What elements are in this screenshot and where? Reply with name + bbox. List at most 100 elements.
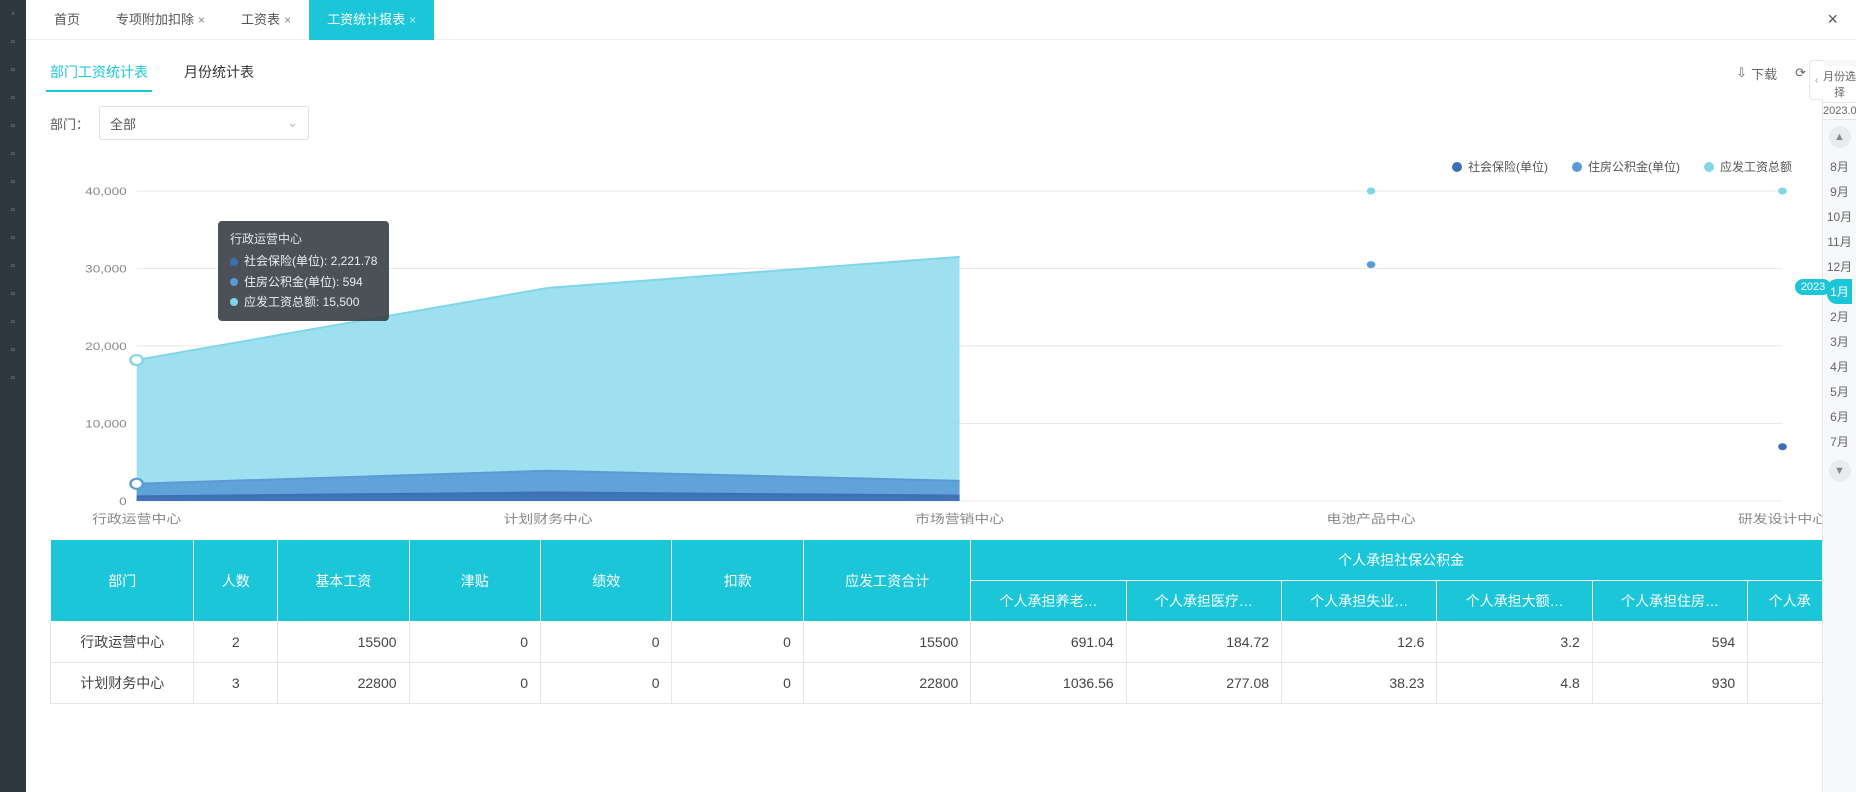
svg-text:市场营销中心: 市场营销中心	[915, 511, 1005, 525]
th-base: 基本工资	[278, 540, 409, 622]
nav-icon[interactable]: ▫	[0, 140, 26, 168]
tab-special-deduction[interactable]: 专项附加扣除×	[98, 0, 223, 40]
nav-icon[interactable]: ▫	[0, 28, 26, 56]
nav-icon[interactable]: ▫	[0, 280, 26, 308]
month-option[interactable]: 7月	[1827, 429, 1852, 454]
salary-table: 部门 人数 基本工资 津贴 绩效 扣款 应发工资合计 个人承担社保公积金 个人承…	[50, 539, 1832, 704]
month-option[interactable]: 11月	[1827, 229, 1852, 254]
table-cell: 22800	[278, 663, 409, 704]
tab-label: 工资统计报表	[327, 0, 405, 40]
month-option[interactable]: 12月	[1827, 254, 1852, 279]
scroll-up-icon[interactable]: ▲	[1829, 126, 1851, 148]
tab-label: 专项附加扣除	[116, 0, 194, 40]
tab-label: 首页	[54, 0, 80, 40]
th-group-personal: 个人承担社保公积金	[971, 540, 1832, 581]
month-option[interactable]: 2月	[1827, 304, 1852, 329]
rail-title: 月份选择	[1823, 66, 1856, 103]
nav-icon[interactable]: ▫	[0, 336, 26, 364]
th-allowance: 津贴	[409, 540, 540, 622]
th-medical: 个人承担医疗…	[1126, 581, 1281, 622]
table-cell: 0	[672, 663, 803, 704]
legend-item-housing-fund[interactable]: 住房公积金(单位)	[1572, 158, 1680, 175]
nav-icon[interactable]: ▫	[0, 308, 26, 336]
nav-icon[interactable]: ▫	[0, 364, 26, 392]
table-cell: 计划财务中心	[51, 663, 194, 704]
table-row[interactable]: 行政运营中心21550000015500691.04184.7212.63.25…	[51, 622, 1832, 663]
table-cell	[1748, 663, 1832, 704]
close-icon[interactable]: ×	[284, 0, 291, 40]
th-dept: 部门	[51, 540, 194, 622]
table-cell: 594	[1592, 622, 1747, 663]
department-filter-label: 部门：	[50, 114, 89, 133]
month-option[interactable]: 5月	[1827, 379, 1852, 404]
month-selector-rail: ‹ 月份选择 2023.0 ▲ 8月9月10月11月12月1月20232月3月4…	[1822, 60, 1856, 792]
chart-legend: 社会保险(单位) 住房公积金(单位) 应发工资总额	[50, 154, 1832, 181]
subtab-month[interactable]: 月份统计表	[180, 54, 258, 92]
table-cell: 3	[194, 663, 278, 704]
table-cell: 930	[1592, 663, 1747, 704]
legend-label: 社会保险(单位)	[1468, 158, 1548, 175]
svg-text:30,000: 30,000	[85, 263, 127, 275]
expand-rail-icon[interactable]: ‹	[1809, 60, 1823, 100]
download-button[interactable]: ⇩下载	[1736, 64, 1777, 83]
table-cell: 1036.56	[971, 663, 1126, 704]
department-select[interactable]: 全部 ⌄	[99, 106, 309, 140]
nav-icon[interactable]: ◦	[0, 0, 26, 28]
table-cell: 2	[194, 622, 278, 663]
page-tabbar: 首页 专项附加扣除× 工资表× 工资统计报表× ×	[26, 0, 1856, 40]
legend-label: 应发工资总额	[1720, 158, 1792, 175]
month-option[interactable]: 1月2023	[1827, 279, 1852, 304]
table-cell: 0	[672, 622, 803, 663]
tab-salary-report[interactable]: 工资统计报表×	[309, 0, 434, 40]
left-nav-rail: ◦ ▫ ▫ ▫ ▫ ▫ ▫ ▫ ▫ ▫ ▫ ▫ ▫ ▫	[0, 0, 26, 792]
svg-text:计划财务中心: 计划财务中心	[504, 512, 594, 525]
nav-icon[interactable]: ▫	[0, 112, 26, 140]
salary-table-wrap: 部门 人数 基本工资 津贴 绩效 扣款 应发工资合计 个人承担社保公积金 个人承…	[26, 539, 1856, 704]
table-row[interactable]: 计划财务中心322800000228001036.56277.0838.234.…	[51, 663, 1832, 704]
legend-dot	[1704, 162, 1714, 172]
th-count: 人数	[194, 540, 278, 622]
table-cell: 4.8	[1437, 663, 1592, 704]
download-label: 下载	[1751, 64, 1777, 83]
table-cell: 184.72	[1126, 622, 1281, 663]
window-close-icon[interactable]: ×	[1819, 9, 1846, 30]
year-badge: 2023	[1795, 279, 1831, 295]
table-cell: 0	[409, 622, 540, 663]
nav-icon[interactable]: ▫	[0, 168, 26, 196]
th-perf: 绩效	[541, 540, 672, 622]
nav-icon[interactable]: ▫	[0, 224, 26, 252]
nav-icon[interactable]: ▫	[0, 84, 26, 112]
legend-dot	[1452, 162, 1462, 172]
month-option[interactable]: 4月	[1827, 354, 1852, 379]
nav-icon[interactable]: ▫	[0, 196, 26, 224]
th-more: 个人承	[1748, 581, 1832, 622]
table-cell	[1748, 622, 1832, 663]
table-cell: 38.23	[1282, 663, 1437, 704]
chevron-down-icon: ⌄	[287, 115, 298, 131]
month-option[interactable]: 8月	[1827, 154, 1852, 179]
table-cell: 691.04	[971, 622, 1126, 663]
close-icon[interactable]: ×	[409, 0, 416, 40]
month-option[interactable]: 3月	[1827, 329, 1852, 354]
filter-bar: 部门： 全部 ⌄	[26, 92, 1856, 154]
legend-item-social-insurance[interactable]: 社会保险(单位)	[1452, 158, 1548, 175]
scroll-down-icon[interactable]: ▼	[1829, 460, 1851, 482]
subtab-department[interactable]: 部门工资统计表	[46, 54, 152, 92]
th-pension: 个人承担养老…	[971, 581, 1126, 622]
tab-label: 工资表	[241, 0, 280, 40]
tab-salary-sheet[interactable]: 工资表×	[223, 0, 309, 40]
svg-text:10,000: 10,000	[85, 418, 127, 430]
month-option[interactable]: 9月	[1827, 179, 1852, 204]
table-cell: 12.6	[1282, 622, 1437, 663]
legend-item-gross-salary[interactable]: 应发工资总额	[1704, 158, 1792, 175]
month-option[interactable]: 6月	[1827, 404, 1852, 429]
nav-icon[interactable]: ▫	[0, 252, 26, 280]
close-icon[interactable]: ×	[198, 0, 205, 40]
tab-home[interactable]: 首页	[36, 0, 98, 40]
svg-text:20,000: 20,000	[85, 340, 127, 352]
month-option[interactable]: 10月	[1827, 204, 1852, 229]
svg-text:40,000: 40,000	[85, 185, 127, 197]
select-value: 全部	[110, 114, 136, 133]
table-cell: 15500	[278, 622, 409, 663]
nav-icon[interactable]: ▫	[0, 56, 26, 84]
